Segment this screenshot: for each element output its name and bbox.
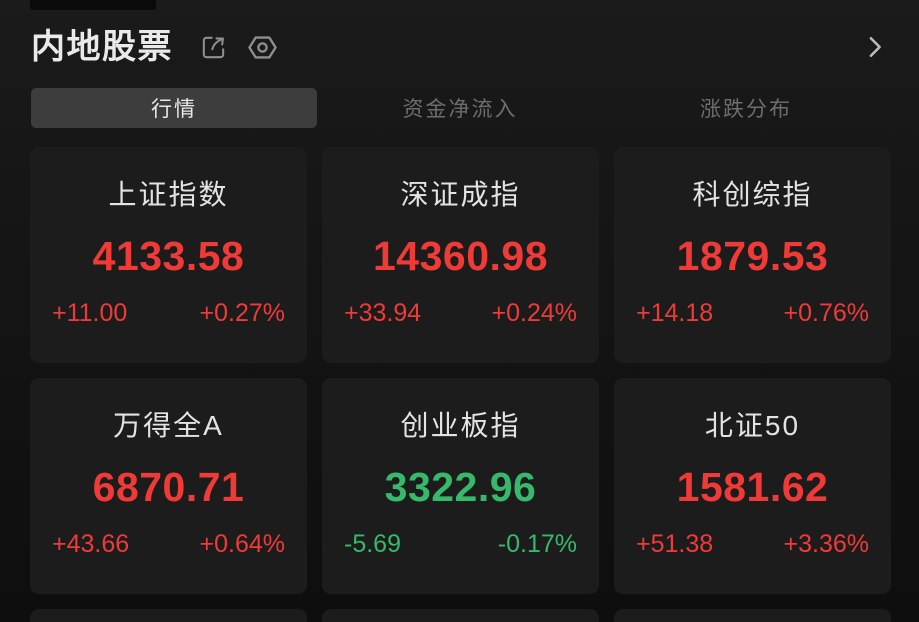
tab-rise-fall-distribution[interactable]: 涨跌分布 xyxy=(603,88,889,128)
tab-quotes[interactable]: 行情 xyxy=(31,88,317,128)
index-card-partial[interactable] xyxy=(30,609,307,622)
index-value: 1879.53 xyxy=(676,233,829,279)
index-change-row: +33.94 +0.24% xyxy=(322,298,599,329)
index-change: +11.00 xyxy=(52,299,128,327)
index-value: 3322.96 xyxy=(384,464,537,510)
index-name: 万得全A xyxy=(113,410,224,441)
index-change-pct: +0.64% xyxy=(199,530,286,558)
index-value: 1581.62 xyxy=(676,464,829,510)
index-card-bse-50[interactable]: 北证50 1581.62 +51.38 +3.36% xyxy=(614,378,891,594)
index-name: 北证50 xyxy=(704,410,801,441)
page-title: 内地股票 xyxy=(31,28,173,66)
tab-capital-net-inflow[interactable]: 资金净流入 xyxy=(317,88,603,128)
index-change-pct: -0.17% xyxy=(497,530,577,558)
index-change-pct: +0.76% xyxy=(783,299,870,327)
index-change-row: +11.00 +0.27% xyxy=(30,298,307,329)
index-card-wind-all-a[interactable]: 万得全A 6870.71 +43.66 +0.64% xyxy=(30,378,307,594)
index-value: 4133.58 xyxy=(92,233,245,279)
top-edge-artifact xyxy=(30,0,156,10)
index-change-pct: +3.36% xyxy=(783,530,870,558)
index-change-row: +51.38 +3.36% xyxy=(614,529,891,560)
chevron-right-icon[interactable] xyxy=(859,32,889,62)
index-name: 创业板指 xyxy=(400,410,521,441)
share-icon[interactable] xyxy=(199,33,228,62)
index-card-shenzhen-component[interactable]: 深证成指 14360.98 +33.94 +0.24% xyxy=(322,147,599,363)
tab-bar: 行情 资金净流入 涨跌分布 xyxy=(31,88,889,128)
settings-icon[interactable] xyxy=(246,31,279,64)
index-change: +33.94 xyxy=(344,299,422,327)
index-grid: 上证指数 4133.58 +11.00 +0.27% 深证成指 14360.98… xyxy=(30,147,891,622)
index-change-pct: +0.24% xyxy=(491,299,578,327)
index-change-pct: +0.27% xyxy=(199,299,286,327)
index-change: +14.18 xyxy=(636,299,714,327)
index-value: 14360.98 xyxy=(372,233,548,279)
index-card-shanghai-composite[interactable]: 上证指数 4133.58 +11.00 +0.27% xyxy=(30,147,307,363)
index-card-star-composite[interactable]: 科创综指 1879.53 +14.18 +0.76% xyxy=(614,147,891,363)
index-card-partial[interactable] xyxy=(322,609,599,622)
index-card-chinext[interactable]: 创业板指 3322.96 -5.69 -0.17% xyxy=(322,378,599,594)
index-card-partial[interactable] xyxy=(614,609,891,622)
index-change: +51.38 xyxy=(636,530,714,558)
index-name: 上证指数 xyxy=(108,179,229,210)
index-name: 科创综指 xyxy=(692,179,813,210)
index-name: 深证成指 xyxy=(400,179,521,210)
header: 内地股票 xyxy=(31,22,893,72)
index-change-row: +14.18 +0.76% xyxy=(614,298,891,329)
index-value: 6870.71 xyxy=(92,464,245,510)
index-change: -5.69 xyxy=(344,530,401,558)
index-change-row: -5.69 -0.17% xyxy=(322,529,599,560)
index-change: +43.66 xyxy=(52,530,130,558)
index-change-row: +43.66 +0.64% xyxy=(30,529,307,560)
